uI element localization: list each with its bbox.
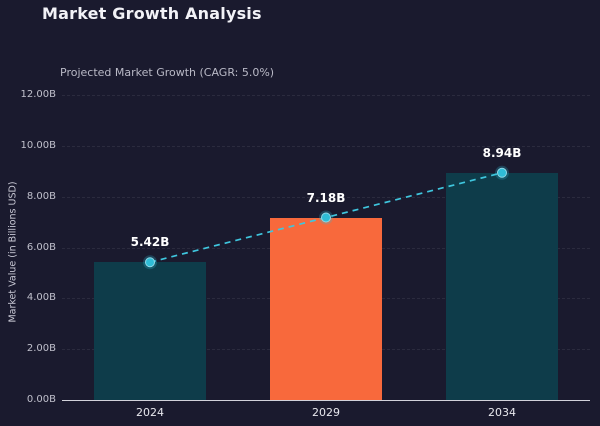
y-tick-label: 4.00B [26,292,56,304]
bar-2024 [94,262,206,400]
y-tick-label: 0.00B [26,394,56,405]
value-label-2024: 5.42B [130,235,170,250]
x-tick-label: 2029 [312,406,340,419]
chart-title: Market Growth Analysis [42,4,262,23]
gridline [62,145,590,147]
plot-area: 5.42B 7.18B 8.94B [62,95,590,401]
bar-2029 [270,217,382,400]
value-label-2029: 7.18B [306,190,346,205]
y-tick-label: 12.00B [20,89,57,100]
x-tick-label: 2034 [488,406,516,419]
y-tick-label: 2.00B [26,343,56,355]
y-tick-label: 8.00B [26,190,56,202]
y-tick-label: 10.00B [20,139,57,151]
y-tick-label: 6.00B [26,241,56,253]
value-label-2034: 8.94B [482,145,522,160]
gridline [62,95,590,96]
bar-2034 [446,172,558,400]
chart-subtitle: Projected Market Growth (CAGR: 5.0%) [60,66,275,79]
x-tick-label: 2024 [136,406,164,419]
